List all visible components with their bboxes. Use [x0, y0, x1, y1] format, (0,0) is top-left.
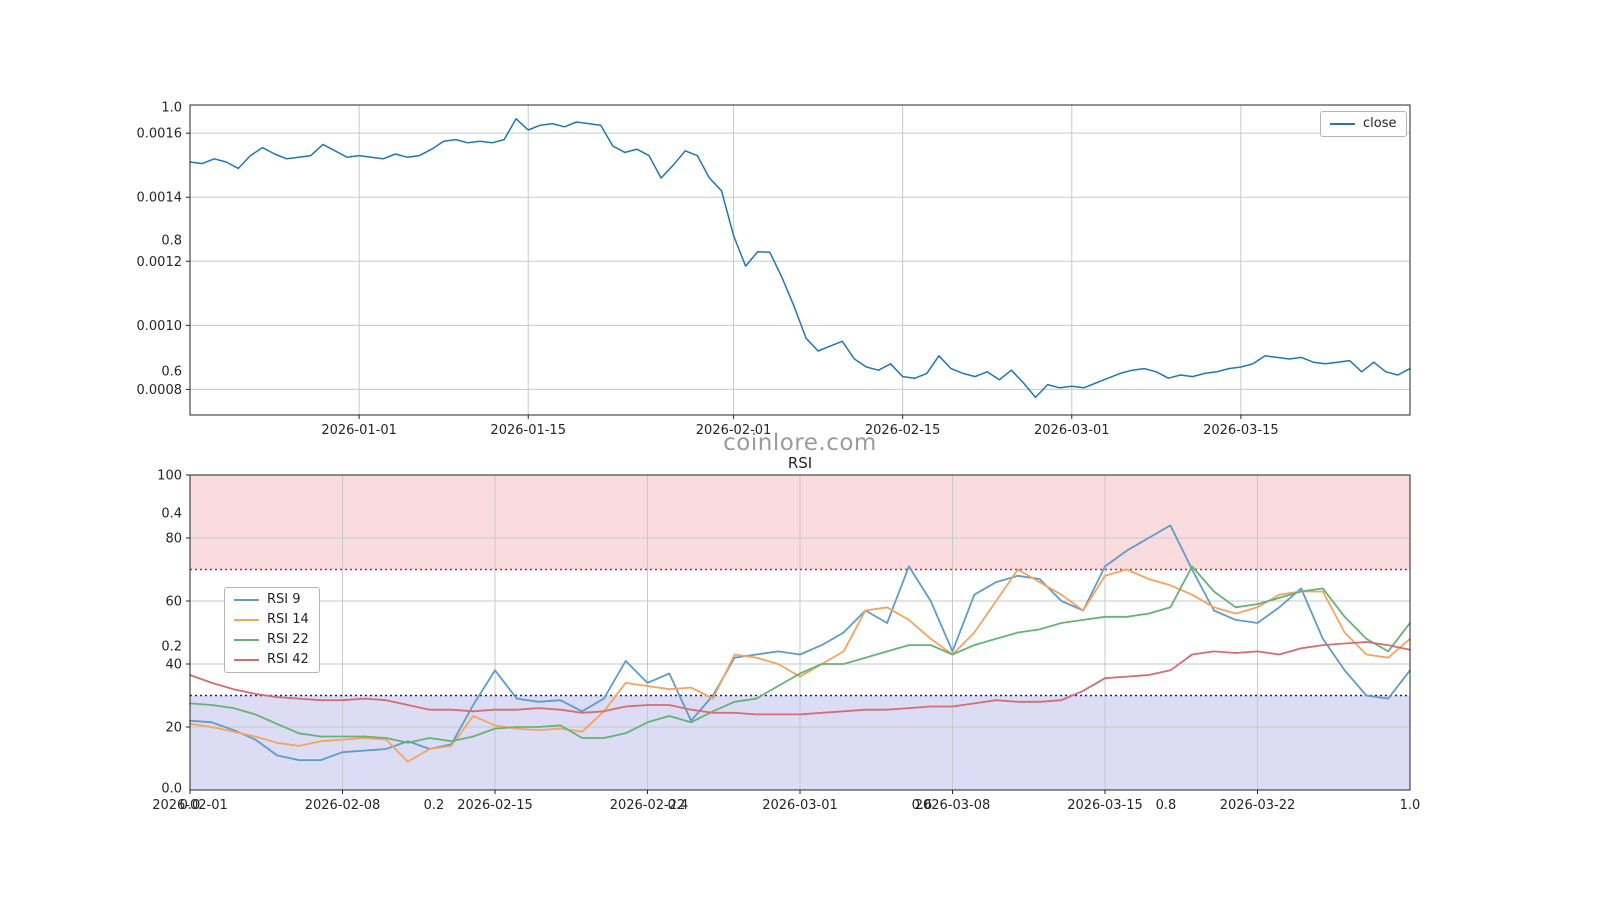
svg-text:40: 40: [165, 658, 182, 673]
svg-text:1.0: 1.0: [1400, 798, 1421, 813]
svg-text:0.0010: 0.0010: [137, 319, 183, 334]
svg-text:0.6: 0.6: [912, 798, 933, 813]
watermark: coinlore.com: [723, 430, 877, 456]
legend-label-rsi-42: RSI 42: [267, 652, 309, 667]
price-panel: 2026-01-01 2026-01-15 2026-02-01 2026-02-15…: [137, 101, 1411, 439]
svg-text:60: 60: [165, 595, 182, 610]
svg-text:2026-02-08: 2026-02-08: [305, 798, 381, 813]
svg-text:0.6: 0.6: [161, 365, 182, 380]
close-line-swatch: [1330, 123, 1355, 125]
rsi-panel-tick-labels: 2026-02-01 2026-02-08 2026-02-15 2026-02-22…: [152, 469, 1420, 814]
svg-text:0.0014: 0.0014: [137, 191, 183, 206]
svg-text:2026-01-01: 2026-01-01: [321, 423, 397, 438]
rsi-panel: 2026-02-01 2026-02-08 2026-02-15 2026-02-22…: [152, 469, 1420, 814]
svg-text:2026-03-08: 2026-03-08: [915, 798, 991, 813]
rsi-14-line-swatch: [234, 619, 259, 621]
legend-label-close: close: [1363, 116, 1397, 131]
svg-text:2026-03-01: 2026-03-01: [762, 798, 838, 813]
svg-text:0.4: 0.4: [161, 507, 182, 522]
svg-text:0.4: 0.4: [668, 798, 689, 813]
legend-item-rsi-9: RSI 9: [234, 593, 309, 607]
rsi-panel-title: RSI: [787, 454, 813, 472]
legend-item-close: close: [1330, 117, 1396, 131]
svg-text:0.0: 0.0: [180, 798, 201, 813]
price-panel-grid: [190, 105, 1410, 415]
price-panel-spines: [189, 104, 1411, 416]
legend-label-rsi-9: RSI 9: [267, 592, 301, 607]
svg-text:100: 100: [157, 469, 182, 484]
legend-label-rsi-14: RSI 14: [267, 612, 309, 627]
rsi-42-line: [189, 641, 1411, 716]
svg-text:2026-01-15: 2026-01-15: [490, 423, 566, 438]
svg-text:2026-03-22: 2026-03-22: [1220, 798, 1296, 813]
svg-text:0.8: 0.8: [1156, 798, 1177, 813]
legend-item-rsi-42: RSI 42: [234, 653, 309, 667]
rsi-14-line: [189, 568, 1411, 763]
legend-label-rsi-22: RSI 22: [267, 632, 309, 647]
rsi-42-line-swatch: [234, 659, 259, 661]
rsi-legend: RSI 9 RSI 14 RSI 22 RSI 42: [224, 587, 320, 673]
price-legend: close: [1320, 111, 1408, 137]
svg-text:2026-02-22: 2026-02-22: [610, 798, 686, 813]
price-panel-tick-labels: 2026-01-01 2026-01-15 2026-02-01 2026-02-15…: [137, 101, 1279, 439]
legend-item-rsi-14: RSI 14: [234, 613, 309, 627]
rsi-22-line-swatch: [234, 639, 259, 641]
svg-text:0.0008: 0.0008: [137, 383, 183, 398]
svg-text:20: 20: [165, 721, 182, 736]
svg-text:80: 80: [165, 532, 182, 547]
svg-text:0.2: 0.2: [161, 640, 182, 655]
svg-text:2026-02-01: 2026-02-01: [152, 798, 228, 813]
svg-text:1.0: 1.0: [161, 101, 182, 116]
svg-text:2026-02-15: 2026-02-15: [457, 798, 533, 813]
legend-item-rsi-22: RSI 22: [234, 633, 309, 647]
rsi-9-line-swatch: [234, 599, 259, 601]
svg-text:0.0016: 0.0016: [137, 127, 183, 142]
svg-text:2026-02-01: 2026-02-01: [696, 423, 772, 438]
svg-text:0.0: 0.0: [161, 782, 182, 797]
svg-text:2026-03-01: 2026-03-01: [1034, 423, 1110, 438]
svg-text:2026-02-15: 2026-02-15: [865, 423, 941, 438]
close-line: [189, 118, 1411, 399]
svg-text:2026-03-15: 2026-03-15: [1203, 423, 1279, 438]
svg-text:0.0012: 0.0012: [137, 255, 183, 270]
svg-text:0.2: 0.2: [424, 798, 445, 813]
svg-text:0.8: 0.8: [161, 234, 182, 249]
svg-text:2026-03-15: 2026-03-15: [1067, 798, 1143, 813]
rsi-22-line: [189, 565, 1411, 744]
